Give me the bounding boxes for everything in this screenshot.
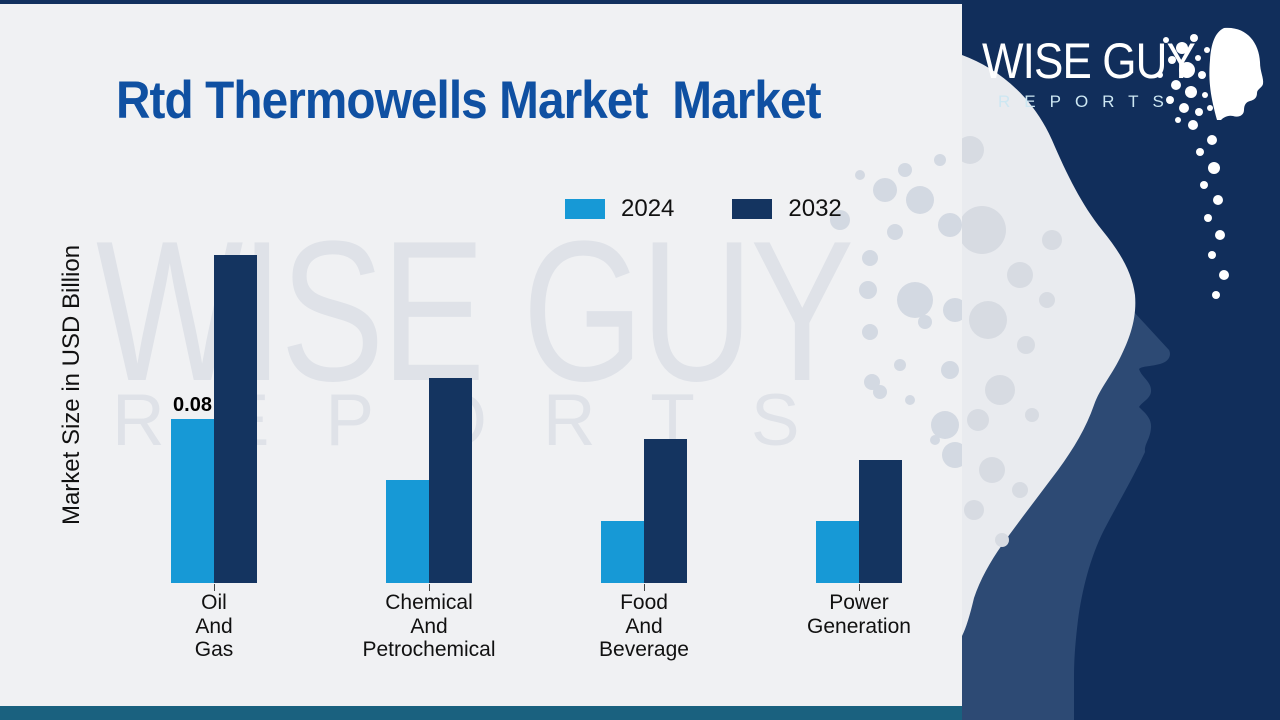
logo-reports-text: REPORTS — [998, 92, 1178, 111]
legend-swatch-2032 — [732, 199, 773, 219]
x-axis-tick — [429, 584, 430, 591]
watermark-wiseguy-text: WISE GUY — [96, 200, 854, 423]
logo-dot-cloud — [1157, 34, 1229, 299]
watermark-dot — [941, 361, 959, 379]
watermark-dot — [855, 170, 865, 180]
bar-value-label: 0.08 — [173, 394, 212, 416]
watermark-dot — [930, 435, 940, 445]
page-title: Rtd Thermowells Market Market — [116, 70, 822, 130]
category-label: Power Generation — [807, 591, 911, 638]
logo-wiseguy-text: WISE GUY — [982, 33, 1196, 89]
watermark-dot — [931, 411, 959, 439]
category-label: Food And Beverage — [599, 591, 689, 661]
legend-label-2024: 2024 — [621, 195, 675, 222]
watermark-dot — [830, 210, 850, 230]
category-label: Chemical And Petrochemical — [362, 591, 496, 661]
x-axis-tick — [859, 584, 860, 591]
watermark-dot — [862, 250, 878, 266]
brand-graphics — [962, 27, 1264, 720]
category-label: Oil And Gas — [194, 591, 234, 661]
bar-2032-oil-and-gas — [214, 255, 257, 583]
brain-blob — [962, 55, 1136, 636]
legend-swatch-2024 — [565, 199, 605, 219]
chart-legend: 2024 2032 — [565, 195, 842, 223]
watermark-dot — [897, 282, 933, 318]
x-axis-tick — [214, 584, 215, 591]
top-accent-strip — [0, 0, 1280, 4]
y-axis-label: Market Size in USD Billion — [58, 244, 85, 526]
bar-2024-oil-and-gas — [171, 419, 214, 583]
watermark-dot — [918, 315, 932, 329]
brain-blob-spots — [962, 136, 1062, 547]
watermark-dot — [887, 224, 903, 240]
footer-accent-bar — [0, 706, 962, 720]
bar-2032-chemical-and-petrochemical — [429, 378, 472, 583]
watermark-dot — [905, 395, 915, 405]
brand-panel: WISE GUY REPORTS — [962, 0, 1280, 720]
watermark-dot — [873, 178, 897, 202]
watermark-dot — [873, 385, 887, 399]
bar-2024-power-generation — [816, 521, 859, 583]
bar-2024-chemical-and-petrochemical — [386, 480, 429, 583]
watermark-dot — [859, 281, 877, 299]
watermark-dot — [894, 359, 906, 371]
x-axis-tick — [644, 584, 645, 591]
logo-head-icon — [1209, 27, 1264, 121]
watermark-dot — [862, 324, 878, 340]
legend-label-2032: 2032 — [788, 195, 842, 222]
bar-2024-food-and-beverage — [601, 521, 644, 583]
watermark-dot — [934, 154, 946, 166]
bar-2032-power-generation — [859, 460, 902, 583]
bar-2032-food-and-beverage — [644, 439, 687, 583]
watermark-dot — [906, 186, 934, 214]
watermark-dot — [938, 213, 962, 237]
watermark-dot — [898, 163, 912, 177]
